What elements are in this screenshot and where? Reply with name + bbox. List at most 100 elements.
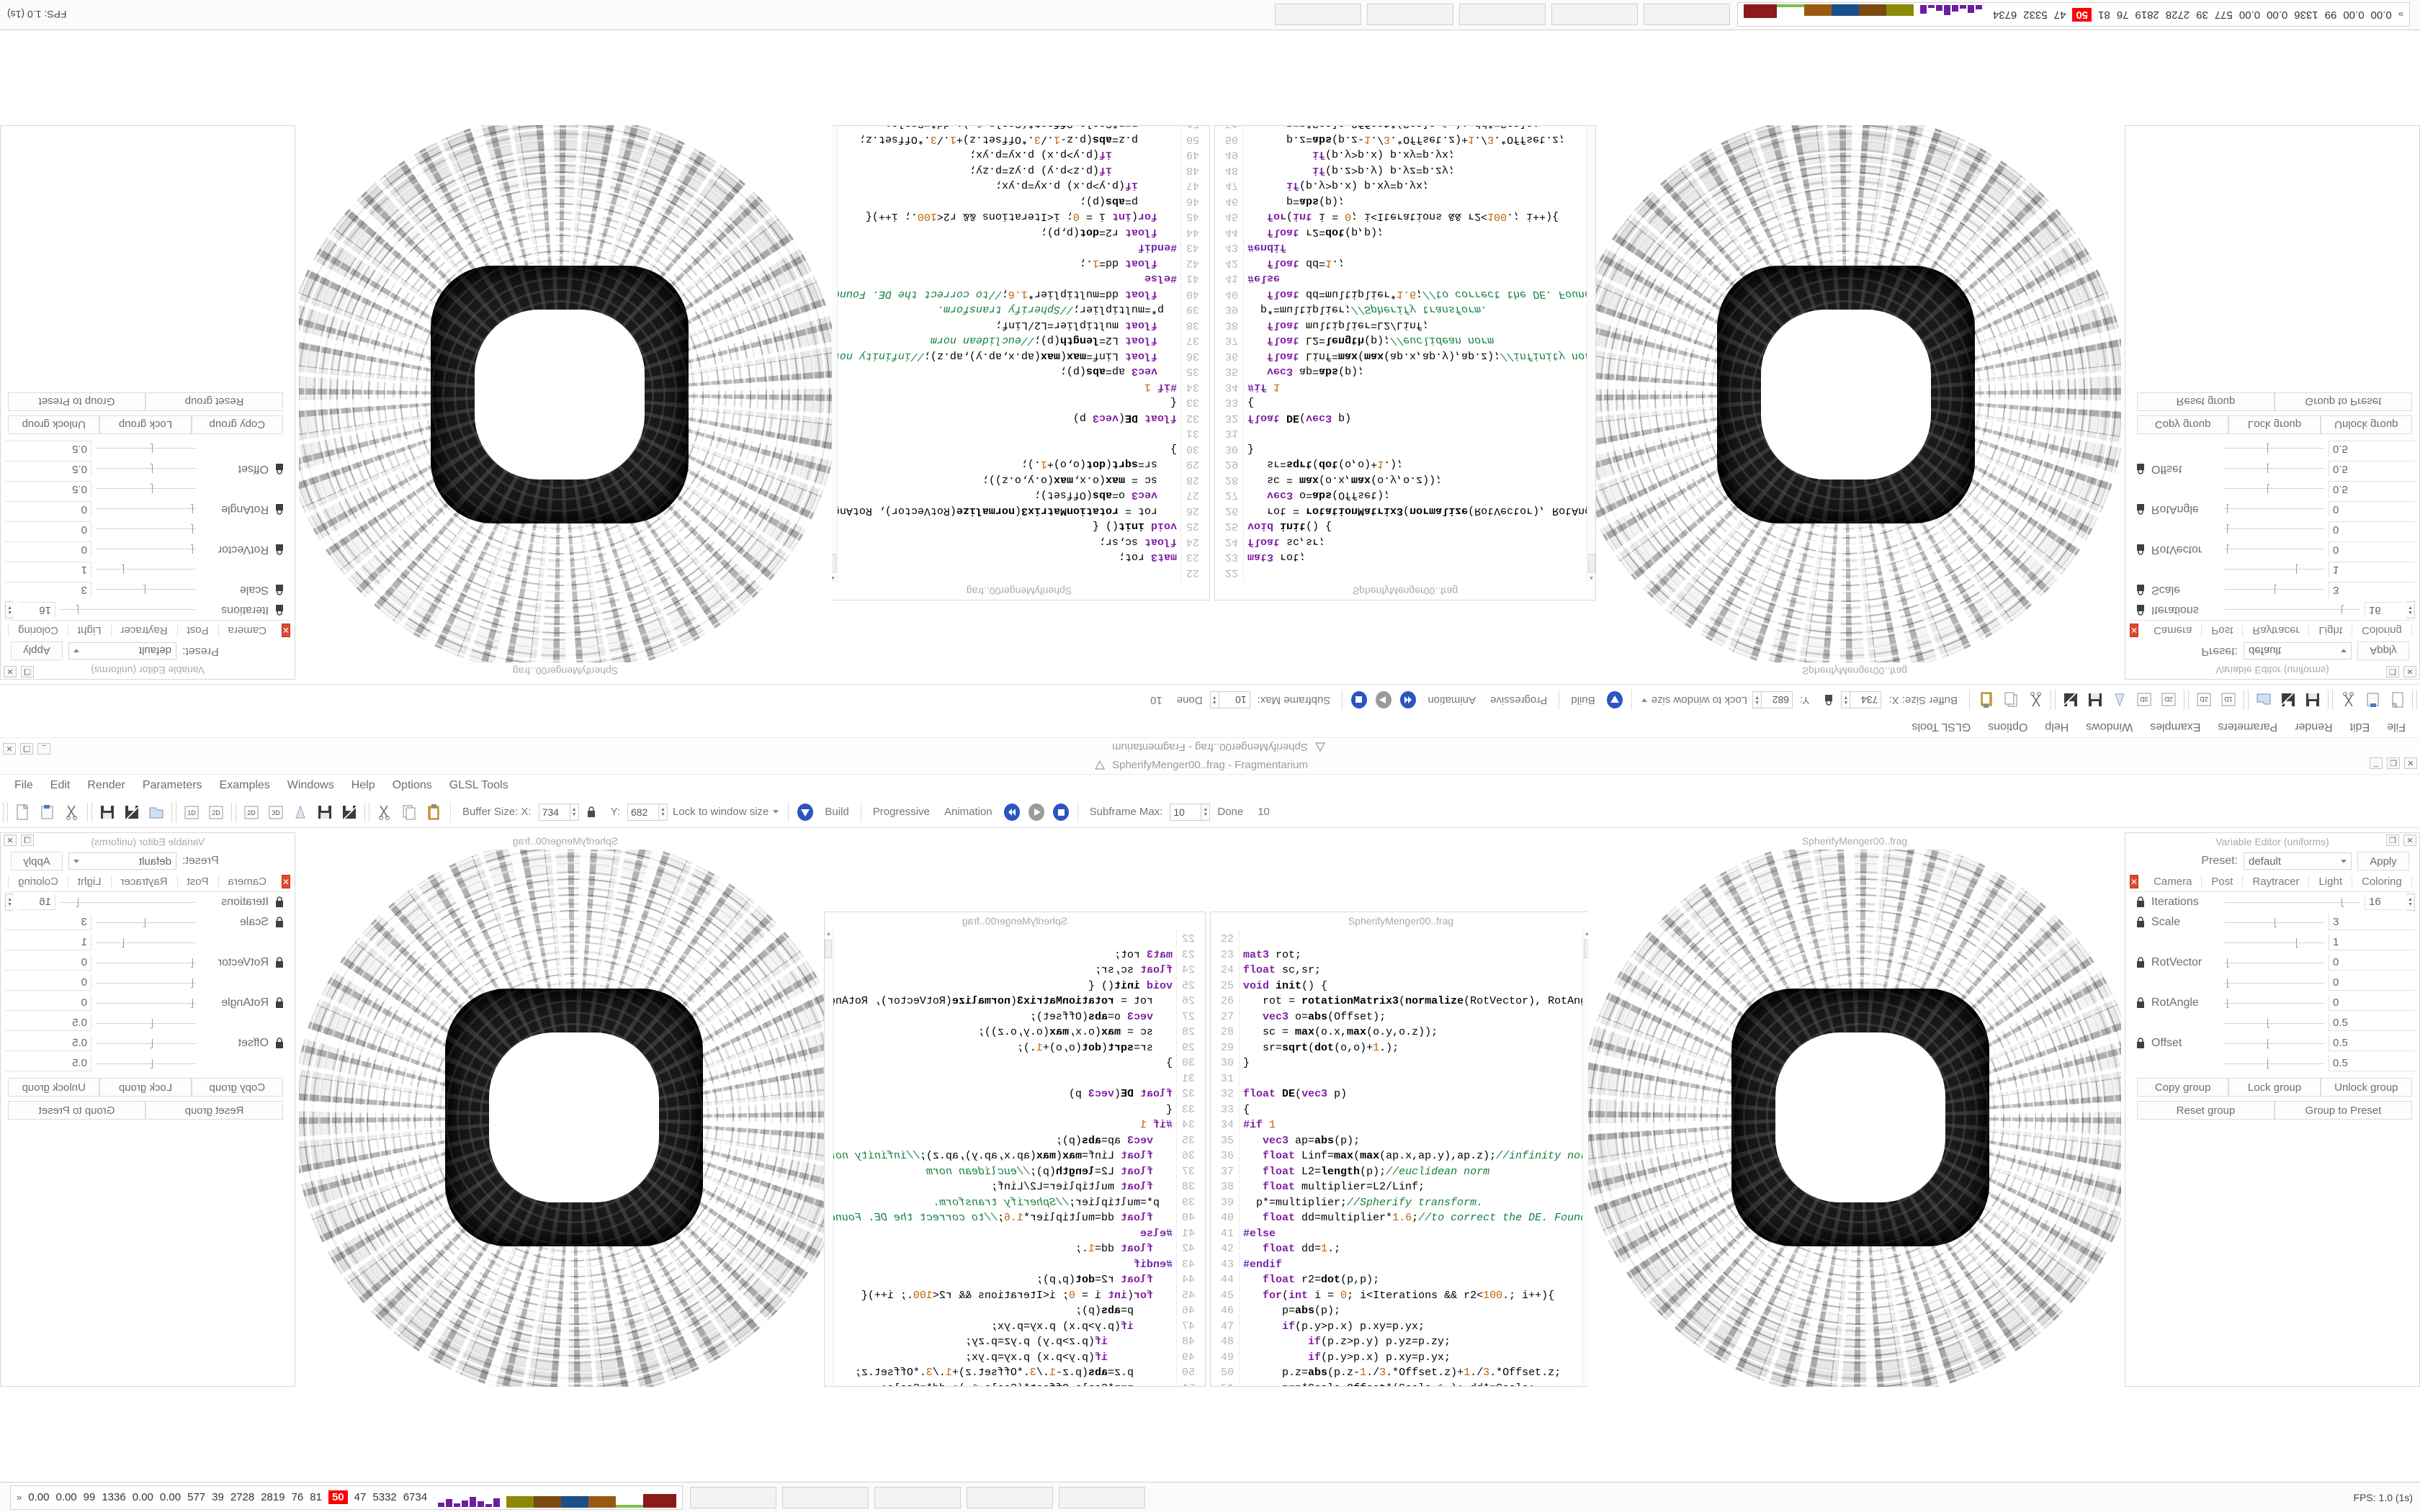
menu-examples[interactable]: Examples xyxy=(219,779,270,791)
param-slider[interactable] xyxy=(96,976,196,989)
slider-handle[interactable] xyxy=(143,918,146,927)
param-row[interactable]: Iterations 16 ▲ ▼ xyxy=(2130,892,2415,912)
ve-close-button[interactable]: ✕ xyxy=(4,834,17,846)
menu-file[interactable]: File xyxy=(14,779,33,791)
save-fragment-icon[interactable] xyxy=(339,801,360,823)
ve-right-close-button[interactable]: ✕ xyxy=(4,666,17,678)
param-row[interactable]: Scale 3 xyxy=(5,580,290,600)
param-value[interactable]: 16 xyxy=(2365,602,2402,618)
render-window-left[interactable]: SpherifyMenger00..frag xyxy=(1588,125,2121,680)
tab-floor[interactable]: Floor xyxy=(2412,876,2420,888)
param-slider[interactable] xyxy=(96,996,196,1009)
param-value[interactable]: 0.5 xyxy=(5,461,91,477)
param-row[interactable]: RotAngle 0 xyxy=(2130,993,2415,1013)
main-toolbar[interactable]: 1D 2D 2D 3D Buffer Size: X: 734 ▲ ▼ Y: 68… xyxy=(0,684,2420,716)
scroll-thumb[interactable] xyxy=(825,940,832,958)
param-row[interactable]: RotVector 0 xyxy=(2130,953,2415,973)
param-row[interactable]: RotVector 0 xyxy=(5,539,290,559)
source-code[interactable]: mat3 rot; float sc,sr; void init() { rot… xyxy=(1243,948,1591,1387)
param-row[interactable]: RotVector 0 xyxy=(2130,539,2415,559)
unlock-group-button[interactable]: Unlock group xyxy=(2320,1078,2412,1097)
param-value[interactable]: 16 xyxy=(18,894,55,910)
slider-handle[interactable] xyxy=(2267,444,2269,453)
lock-icon[interactable] xyxy=(273,603,284,616)
param-slider[interactable] xyxy=(2224,503,2324,516)
param-row[interactable]: 0 xyxy=(5,519,290,539)
param-value[interactable]: 0.5 xyxy=(5,1056,91,1071)
param-row[interactable]: RotAngle 0 xyxy=(5,499,290,519)
taskbar-tray[interactable]: FPS: 1.0 (1s) xyxy=(2354,1492,2420,1503)
editor-scrollbar-mirror[interactable]: ▲ xyxy=(825,930,833,1386)
lock-icon[interactable] xyxy=(2136,1037,2147,1050)
param-slider[interactable] xyxy=(2224,603,2360,616)
group-to-preset-button[interactable]: Group to Preset xyxy=(8,1101,145,1120)
param-slider[interactable] xyxy=(2224,896,2360,909)
taskbar-launchers[interactable]: » 0.00 0.00 99 1336 0.00 0.00 577 39 272… xyxy=(1736,2,2420,27)
lock-icon[interactable] xyxy=(273,462,284,475)
animation-button[interactable]: Animation xyxy=(1428,694,1476,706)
tab-coloring[interactable]: Coloring xyxy=(2352,624,2412,636)
save-fragment-icon[interactable] xyxy=(2060,690,2081,711)
tab-raytracer[interactable]: Raytracer xyxy=(110,876,177,888)
param-slider[interactable] xyxy=(2224,996,2324,1009)
slider-handle[interactable] xyxy=(2341,898,2344,907)
window-controls[interactable]: _ ❐ ✕ xyxy=(3,743,50,755)
param-value[interactable]: 0.5 xyxy=(2329,481,2415,497)
param-row[interactable]: Offset 0.5 xyxy=(5,1033,290,1053)
tab-close-icon[interactable]: ✕ xyxy=(281,624,290,637)
reset-group-button[interactable]: Reset group xyxy=(145,1101,283,1120)
play-icon[interactable] xyxy=(1373,690,1394,711)
minimize-button[interactable]: _ xyxy=(37,743,50,755)
build-button[interactable]: Build xyxy=(825,806,849,818)
param-row[interactable]: RotVector 0 xyxy=(5,953,290,973)
variable-editor-window-right[interactable]: Variable Editor (uniforms) ❐ ✕ Preset: d… xyxy=(2125,832,2420,1387)
scroll-thumb[interactable] xyxy=(1588,554,1595,572)
taskbar-tray[interactable]: FPS: 1.0 (1s) xyxy=(0,9,66,21)
taskbar-window-button[interactable] xyxy=(690,1486,777,1508)
menu-parameters[interactable]: Parameters xyxy=(142,779,202,791)
lock-icon[interactable] xyxy=(2136,916,2147,929)
param-value[interactable]: 1 xyxy=(5,562,91,577)
ve-window-controls[interactable]: ❐ ✕ xyxy=(2386,666,2416,678)
slider-handle[interactable] xyxy=(2267,484,2269,493)
apply-button[interactable]: Apply xyxy=(2357,852,2409,870)
3d-view-icon[interactable]: 3D xyxy=(265,801,287,823)
lock-icon[interactable] xyxy=(2136,603,2147,616)
animation-button[interactable]: Animation xyxy=(944,806,992,818)
editor-body[interactable]: 22 23 24 25 26 27 28 29 30 31 32 33 34 3… xyxy=(1211,930,1591,1386)
chevron-expand-icon[interactable]: » xyxy=(2398,9,2403,20)
param-slider[interactable] xyxy=(96,1037,196,1050)
buffer-x-spinner[interactable]: ▲ ▼ xyxy=(1841,691,1850,709)
editor-mirror-body[interactable]: 22 23 24 25 26 27 28 29 30 31 32 33 34 3… xyxy=(1215,126,1595,582)
preset-select[interactable]: default xyxy=(2244,642,2352,660)
slider-handle[interactable] xyxy=(151,444,153,453)
tile-icon[interactable] xyxy=(290,801,311,823)
render-canvas-left[interactable] xyxy=(299,850,832,1387)
preset-select[interactable]: default xyxy=(68,642,176,660)
param-value[interactable]: 3 xyxy=(2329,914,2415,930)
taskbar-window-button[interactable] xyxy=(1458,4,1546,26)
copy-group-button[interactable]: Copy group xyxy=(2137,415,2229,434)
param-row[interactable]: 0.5 xyxy=(2130,1013,2415,1033)
menu-examples[interactable]: Examples xyxy=(2150,721,2201,733)
1d-icon[interactable]: 1D xyxy=(181,801,202,823)
lock-icon[interactable] xyxy=(2136,543,2147,556)
param-value[interactable]: 0 xyxy=(5,521,91,537)
param-tabs[interactable]: ✕ Camera Post Raytracer Light Coloring F… xyxy=(2130,620,2420,640)
2d-icon[interactable]: 2D xyxy=(205,801,227,823)
ve-right-window-controls[interactable]: ❐ ✕ xyxy=(4,666,34,678)
save-image-icon[interactable] xyxy=(314,801,336,823)
param-slider[interactable] xyxy=(2224,462,2324,475)
param-slider[interactable] xyxy=(2224,482,2324,495)
render-window-right[interactable]: SpherifyMenger00..frag xyxy=(1588,832,2121,1387)
param-spinner[interactable]: ▲ ▼ xyxy=(5,601,14,618)
save-icon[interactable] xyxy=(2302,690,2323,711)
param-value[interactable]: 0.5 xyxy=(5,1015,91,1031)
param-slider[interactable] xyxy=(96,442,196,455)
slider-handle[interactable] xyxy=(151,1059,153,1068)
taskbar-launchers[interactable]: » 0.00 0.00 99 1336 0.00 0.00 577 39 272… xyxy=(0,1485,684,1510)
toolbar-grip-2[interactable] xyxy=(2328,690,2333,711)
lock-icon[interactable] xyxy=(2136,583,2147,596)
lock-icon[interactable] xyxy=(2136,996,2147,1009)
param-slider[interactable] xyxy=(2224,523,2324,536)
